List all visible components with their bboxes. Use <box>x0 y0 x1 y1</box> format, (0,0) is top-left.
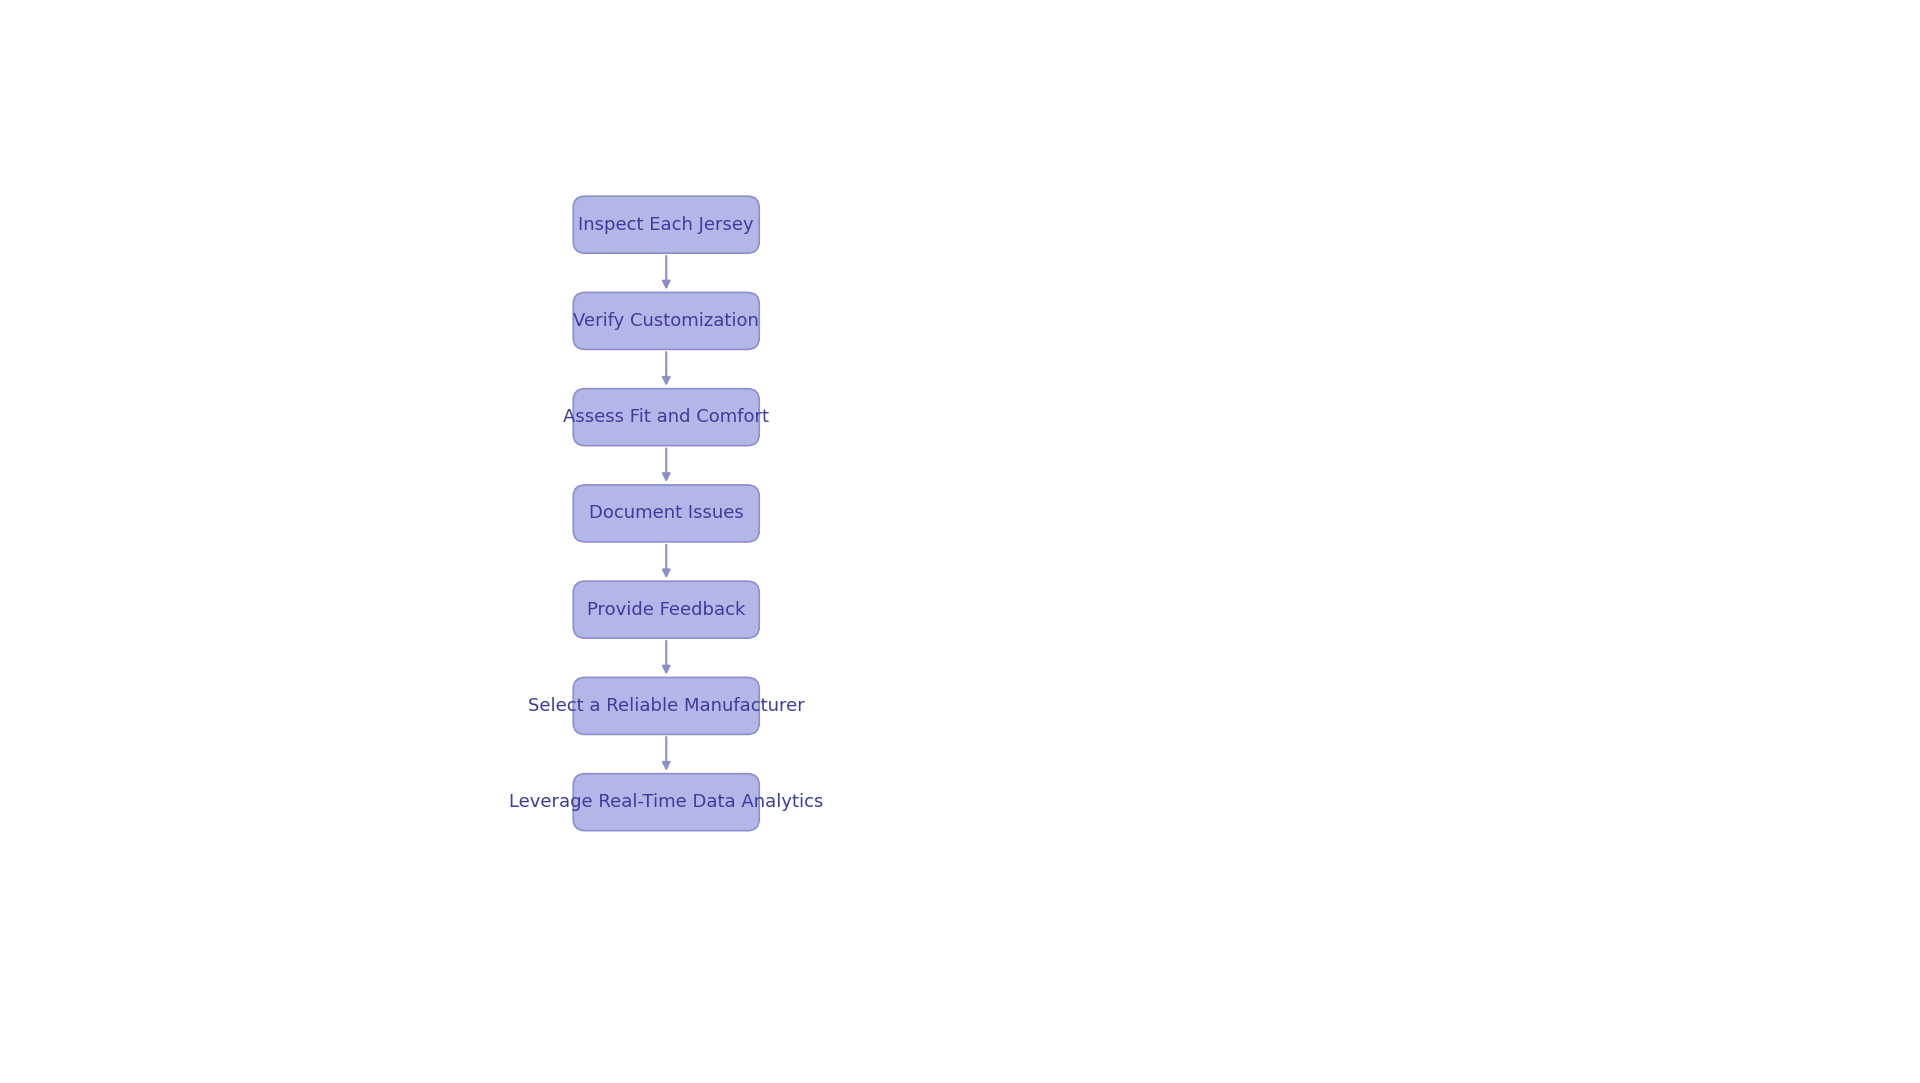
FancyBboxPatch shape <box>574 389 758 446</box>
FancyBboxPatch shape <box>574 773 758 831</box>
Text: Leverage Real-Time Data Analytics: Leverage Real-Time Data Analytics <box>509 793 824 811</box>
FancyBboxPatch shape <box>574 485 758 542</box>
Text: Provide Feedback: Provide Feedback <box>588 601 745 618</box>
Text: Verify Customization: Verify Customization <box>574 312 758 330</box>
Text: Document Issues: Document Issues <box>589 505 743 522</box>
FancyBboxPatch shape <box>574 678 758 734</box>
Text: Inspect Each Jersey: Inspect Each Jersey <box>578 216 755 234</box>
Text: Assess Fit and Comfort: Assess Fit and Comfort <box>563 408 770 427</box>
FancyBboxPatch shape <box>574 582 758 638</box>
FancyBboxPatch shape <box>574 196 758 253</box>
FancyBboxPatch shape <box>574 292 758 350</box>
Text: Select a Reliable Manufacturer: Select a Reliable Manufacturer <box>528 697 804 715</box>
